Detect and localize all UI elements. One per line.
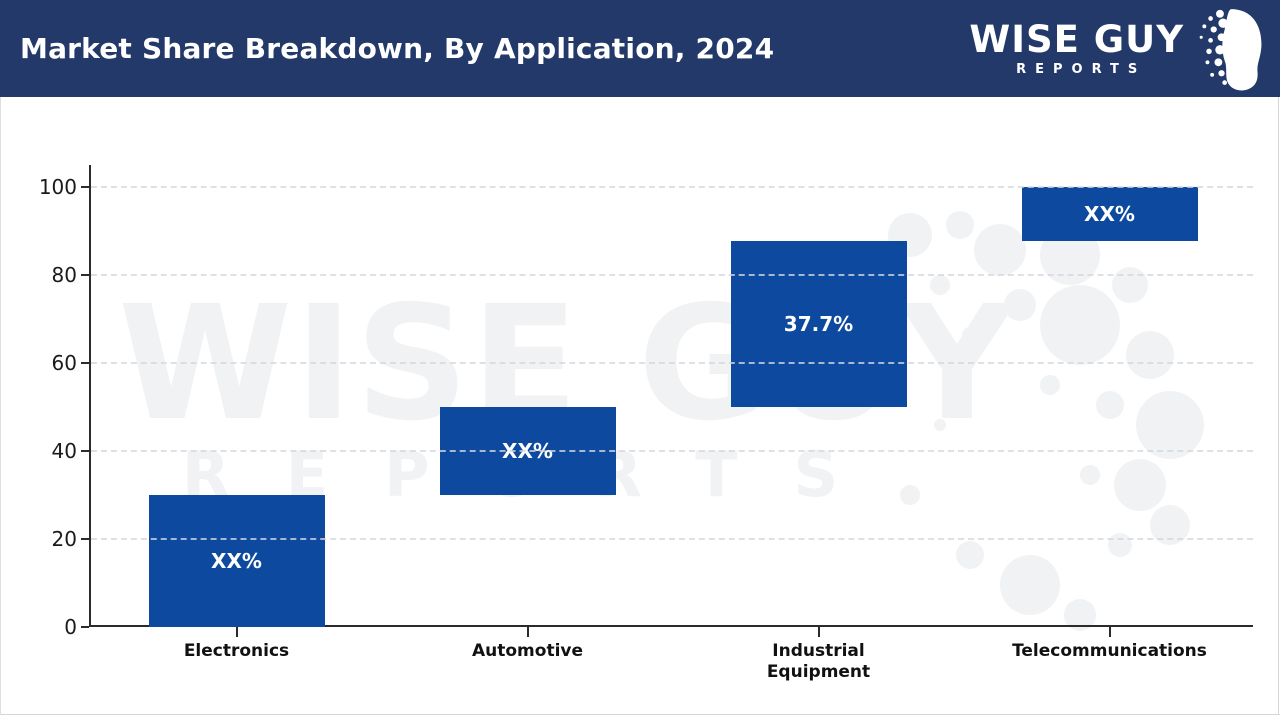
y-tick-mark <box>81 538 89 540</box>
bar-value-label: XX% <box>1084 202 1135 227</box>
y-tick-label: 100 <box>38 175 77 199</box>
plot-area: 0 20 40 60 80 100 XX% Electronics XX% Automotive 3… <box>39 165 1253 682</box>
bar: XX% <box>1021 187 1198 242</box>
brand-name: WISE GUY <box>969 18 1184 62</box>
bar-value-label: 37.7% <box>783 312 854 337</box>
gridline <box>91 274 1253 276</box>
y-tick-mark <box>81 274 89 276</box>
category-label: Electronics <box>183 641 290 661</box>
brand-logo-text: WISE GUY REPORTS <box>969 18 1184 77</box>
y-tick-label: 40 <box>51 439 77 463</box>
gridline <box>91 450 1253 452</box>
gridline <box>91 362 1253 364</box>
watermark-face-dots <box>888 211 1204 631</box>
y-tick-label: 20 <box>51 527 77 551</box>
header-band: Market Share Breakdown, By Application, … <box>0 0 1280 97</box>
bar-value-label: XX% <box>211 549 262 573</box>
x-tick-mark <box>817 627 820 637</box>
gridline <box>91 538 1253 540</box>
y-tick-mark <box>81 186 89 188</box>
y-tick-mark <box>81 450 89 452</box>
page-title: Market Share Breakdown, By Application, … <box>20 32 775 65</box>
face-profile-icon <box>1199 9 1262 91</box>
y-tick-label: 0 <box>64 615 77 639</box>
x-tick-mark <box>526 627 529 637</box>
category-label: Telecommunications <box>1012 641 1207 661</box>
y-tick-label: 80 <box>51 263 77 287</box>
frame-border-bottom <box>0 714 1280 715</box>
frame-border-right <box>1278 97 1279 715</box>
y-tick-mark <box>81 626 89 628</box>
category-label: Industrial Equipment <box>766 641 871 683</box>
bar: XX% <box>148 495 325 627</box>
category-label: Automotive <box>471 641 584 661</box>
gridline <box>91 186 1253 188</box>
frame-border-left <box>0 97 1 715</box>
x-tick-mark <box>1108 627 1111 637</box>
bar: 37.7% <box>730 241 907 407</box>
y-tick-label: 60 <box>51 351 77 375</box>
y-tick-mark <box>81 362 89 364</box>
brand-logo: WISE GUY REPORTS <box>969 8 1266 91</box>
brand-subname: REPORTS <box>1016 61 1147 77</box>
x-tick-mark <box>235 627 238 637</box>
